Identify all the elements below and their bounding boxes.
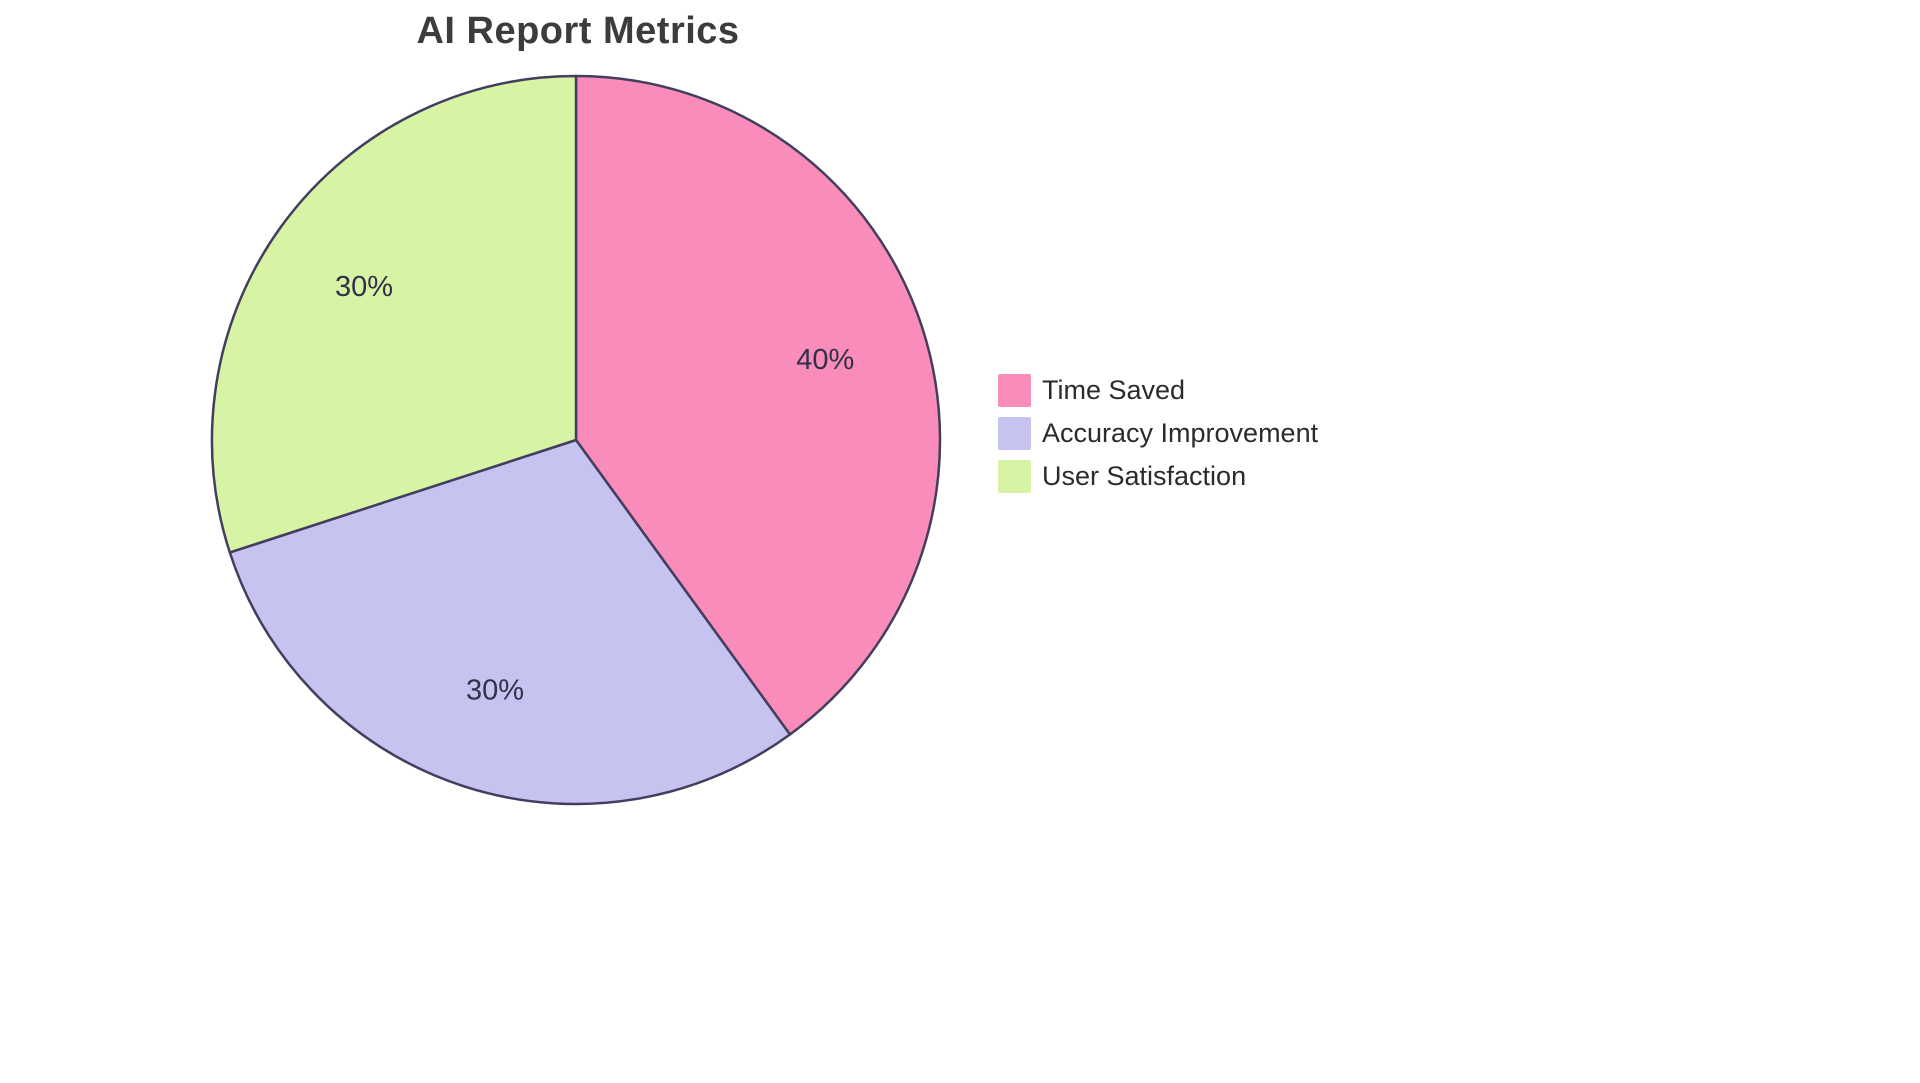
pie-slice-0	[574, 74, 942, 736]
legend-swatch-user-satisfaction	[998, 460, 1031, 493]
pie-slice-label-2: 30%	[335, 271, 393, 303]
legend-label: Accuracy Improvement	[1042, 418, 1319, 448]
legend-item-user-satisfaction: User Satisfaction	[998, 460, 1318, 493]
legend: Time Saved Accuracy Improvement User Sat…	[998, 374, 1318, 493]
legend-swatch-accuracy-improvement	[998, 417, 1031, 450]
legend-item-accuracy-improvement: Accuracy Improvement	[998, 417, 1318, 450]
pie-slice-label-1: 30%	[466, 674, 524, 706]
legend-label: Time Saved	[1042, 375, 1186, 405]
pie-slice-2	[210, 74, 578, 554]
pie-slice-label-0: 40%	[796, 344, 854, 376]
legend-label: User Satisfaction	[1042, 461, 1247, 491]
legend-item-time-saved: Time Saved	[998, 374, 1318, 407]
chart-title: AI Report Metrics	[416, 10, 740, 52]
legend-swatch-time-saved	[998, 374, 1031, 407]
pie-slice-1	[228, 438, 792, 806]
